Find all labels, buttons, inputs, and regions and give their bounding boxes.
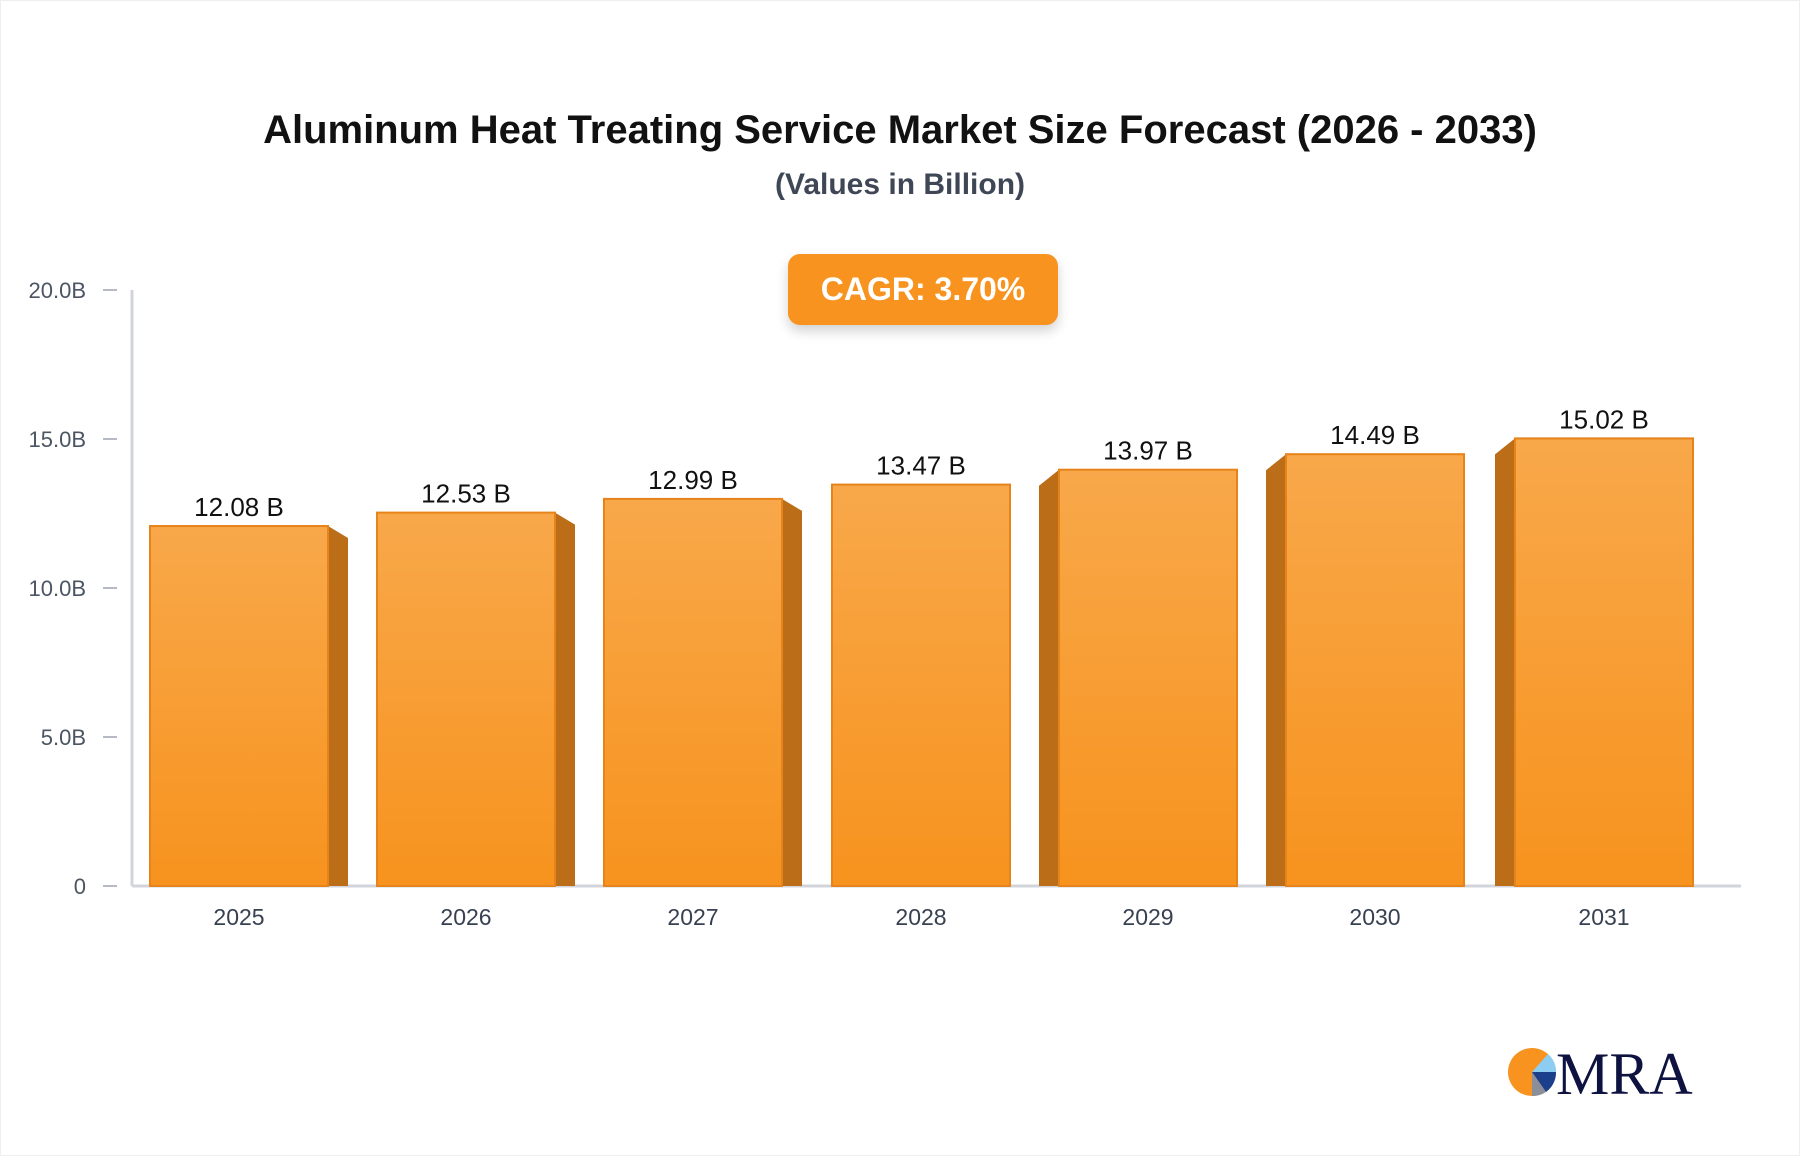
y-tick-label: 15.0B (29, 427, 87, 452)
bar-2026 (376, 511, 556, 888)
mra-logo: MRA (1506, 1042, 1696, 1100)
bar-side (1266, 454, 1286, 886)
bar-side (782, 498, 802, 886)
data-label: 14.49 B (1330, 420, 1420, 450)
bar-2031 (1514, 437, 1694, 887)
y-tick-label: 20.0B (29, 278, 87, 303)
x-tick-label: 2025 (213, 904, 264, 930)
bar-2025 (149, 525, 329, 887)
data-label: 12.53 B (421, 479, 511, 509)
chart-subtitle: (Values in Billion) (774, 168, 1026, 201)
bar-2028 (831, 483, 1011, 887)
x-tick-label: 2027 (667, 904, 718, 930)
bar-side (328, 526, 348, 886)
data-label: 13.47 B (876, 451, 966, 481)
bar-side (1039, 469, 1059, 886)
y-tick-label: 0 (74, 874, 86, 899)
bar-2030 (1285, 453, 1465, 887)
x-tick-label: 2029 (1122, 904, 1173, 930)
cagr-badge: CAGR: 3.70% (788, 254, 1058, 325)
data-label: 12.08 B (194, 492, 284, 522)
x-tick-label: 2030 (1349, 904, 1400, 930)
bar-2027 (603, 497, 783, 887)
chart-title: Aluminum Heat Treating Service Market Si… (263, 108, 1537, 152)
y-tick-label: 10.0B (29, 576, 87, 601)
svg-text:MRA: MRA (1556, 1042, 1693, 1100)
bar-2029 (1058, 468, 1238, 887)
bar-side (555, 512, 575, 886)
x-tick-label: 2028 (895, 904, 946, 930)
data-label: 13.97 B (1103, 436, 1193, 466)
x-tick-label: 2026 (440, 904, 491, 930)
data-label: 12.99 B (648, 465, 738, 495)
data-label: 15.02 B (1559, 404, 1649, 434)
logo-pie-icon: MRA (1508, 1042, 1693, 1100)
bar-side (1495, 438, 1515, 886)
x-tick-label: 2031 (1578, 904, 1629, 930)
y-tick-label: 5.0B (41, 725, 86, 750)
